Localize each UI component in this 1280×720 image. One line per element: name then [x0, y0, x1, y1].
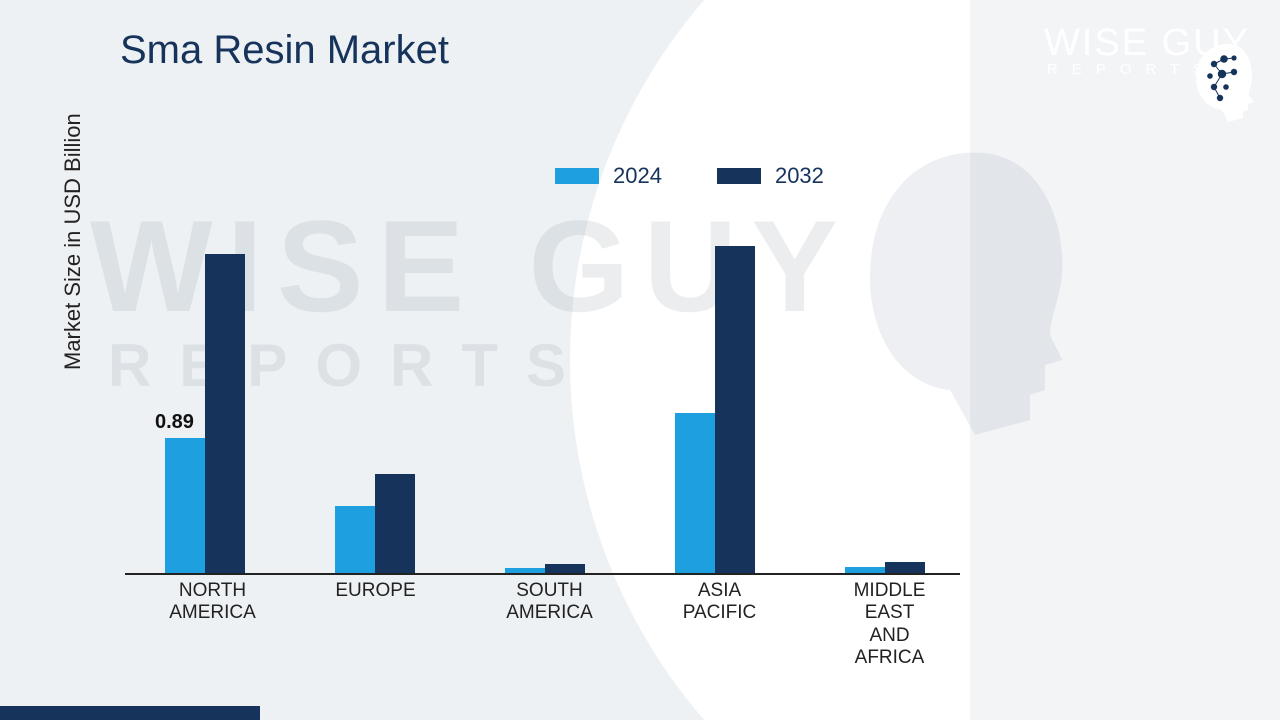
canvas: WISE GUYREPORTS WISE GUY REPORTS	[0, 0, 1280, 720]
brand-logo: WISE GUY REPORTS	[1044, 22, 1250, 78]
chart-plot-area: 0.89	[125, 195, 960, 575]
y-axis-label: Market Size in USD Billion	[60, 113, 86, 370]
category-label: SOUTHAMERICA	[492, 580, 607, 625]
logo-head-icon	[1186, 42, 1256, 122]
bar	[205, 254, 245, 573]
bar	[715, 246, 755, 573]
category-label: NORTHAMERICA	[155, 580, 270, 625]
bar-chart: Market Size in USD Billion 0.89 NORTHAME…	[90, 175, 960, 695]
bar-value-label: 0.89	[155, 411, 194, 434]
bar	[335, 506, 375, 573]
bar	[675, 413, 715, 573]
page-title: Sma Resin Market	[120, 28, 449, 73]
logo-word-wise: WISE	[1044, 22, 1149, 64]
bottom-accent-bar	[0, 706, 260, 720]
bar	[375, 474, 415, 573]
bar	[845, 567, 885, 573]
category-label: ASIAPACIFIC	[662, 580, 777, 625]
bar	[505, 568, 545, 573]
category-label: EUROPE	[318, 580, 433, 602]
bar	[165, 438, 205, 573]
bar	[885, 562, 925, 573]
bar	[545, 564, 585, 573]
category-label: MIDDLEEASTANDAFRICA	[832, 580, 947, 670]
